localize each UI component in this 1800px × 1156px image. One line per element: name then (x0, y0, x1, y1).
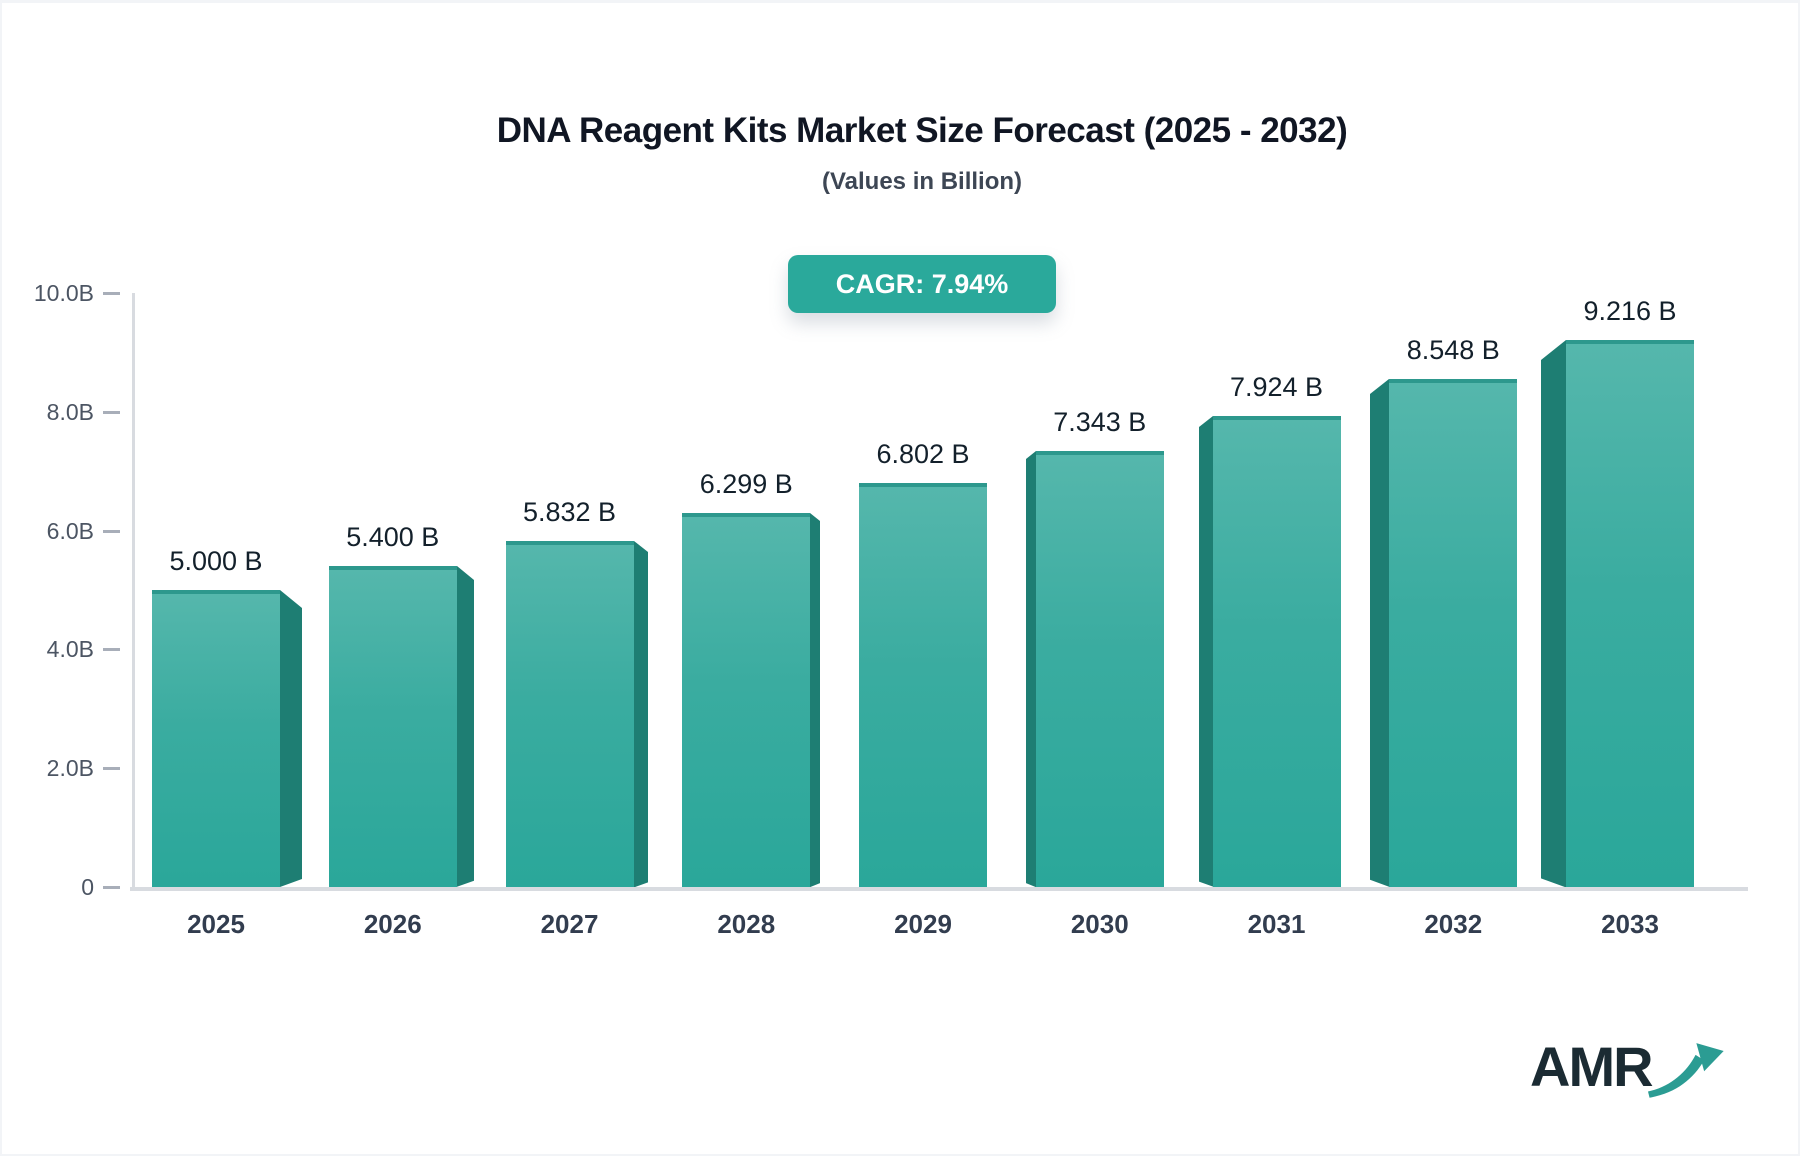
y-tick-dash (103, 767, 120, 771)
x-tick-label-2027: 2027 (540, 909, 599, 939)
y-tick-dash (103, 292, 120, 295)
bar-value-label: 7.343 B (1053, 406, 1147, 437)
bar-value-label: 7.924 B (1229, 372, 1324, 403)
y-tick-label: 10.0B (33, 280, 94, 306)
bar-side-face (1025, 450, 1036, 887)
bar-front-face (859, 482, 987, 887)
trend-arrow-icon (1647, 1043, 1724, 1098)
y-tick-dash (103, 529, 120, 533)
x-tick-label-2033: 2033 (1601, 909, 1659, 939)
bar-value-label: 5.832 B (522, 496, 617, 527)
bar-front-face (1035, 450, 1164, 887)
y-tick-label: 6.0B (46, 517, 94, 544)
y-tick-label: 0 (81, 874, 94, 900)
cagr-badge: CAGR: 7.94% (788, 255, 1056, 313)
x-tick-label-2032: 2032 (1424, 909, 1483, 939)
bar-front-face (328, 566, 457, 887)
bar-side-face (456, 566, 474, 887)
y-tick-dash (103, 410, 120, 414)
bar-side-face (1198, 416, 1213, 887)
x-tick-label-2028: 2028 (717, 909, 776, 939)
y-tick-dash (103, 648, 120, 652)
bar-group-2033: 9.216 B (1541, 296, 1694, 887)
x-axis-baseline (130, 887, 1748, 891)
bar-side-face (810, 512, 821, 887)
bar-group-2025: 5.000 B (152, 546, 302, 887)
bar-side-face (633, 540, 648, 887)
y-tick-label: 4.0B (46, 636, 94, 663)
x-tick-label-2030: 2030 (1070, 909, 1129, 939)
bar-group-2030: 7.343 B (1025, 407, 1164, 887)
bar-front-face (1566, 339, 1694, 887)
y-tick-dash (103, 886, 120, 889)
bar-value-label: 9.216 B (1583, 295, 1677, 326)
page-subtitle: (Values in Billion) (821, 168, 1023, 195)
bar-side-face (280, 590, 302, 887)
bar-front-face (1212, 416, 1341, 887)
bar-group-2029: 6.802 B (859, 439, 987, 887)
bar-front-face (682, 512, 811, 887)
bar-value-label: 5.000 B (169, 546, 263, 576)
bar-value-label: 8.548 B (1406, 335, 1500, 366)
x-tick-label-2029: 2029 (894, 909, 952, 939)
bar-front-face (505, 540, 634, 887)
bar-value-label: 5.400 B (346, 522, 440, 553)
bar-group-2026: 5.400 B (328, 522, 474, 887)
bar-side-face (1370, 379, 1390, 887)
bar-side-face (1541, 339, 1566, 887)
page-title: DNA Reagent Kits Market Size Forecast (2… (496, 111, 1348, 150)
x-tick-label-2031: 2031 (1247, 909, 1306, 939)
bar-front-face (1389, 379, 1518, 887)
bar-group-2028: 6.299 B (682, 469, 821, 887)
bar-group-2032: 8.548 B (1370, 335, 1518, 887)
bar-front-face (152, 590, 280, 887)
bar-group-2031: 7.924 B (1198, 372, 1341, 887)
bar-value-label: 6.802 B (876, 438, 970, 469)
amr-logo-text: AMR (1530, 1035, 1654, 1098)
bar-group-2027: 5.832 B (505, 497, 648, 887)
bar-value-label: 6.299 B (699, 468, 793, 499)
y-tick-label: 2.0B (46, 755, 94, 782)
y-tick-label: 8.0B (46, 398, 94, 425)
x-tick-label-2025: 2025 (187, 909, 245, 939)
x-tick-label-2026: 2026 (363, 909, 422, 939)
amr-logo: AMR (1530, 1037, 1730, 1117)
y-axis-line (132, 293, 135, 889)
